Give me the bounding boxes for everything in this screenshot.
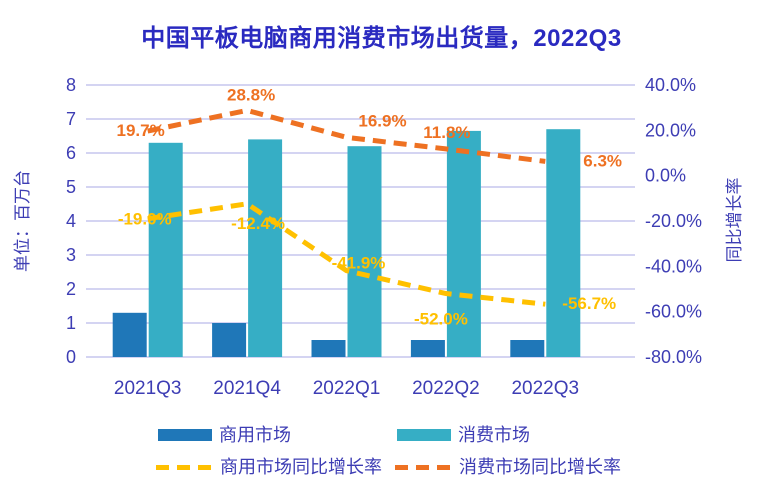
right-axis-tick-label: 20.0%	[645, 120, 696, 140]
left-axis-tick-label: 0	[66, 347, 76, 367]
legend-label-commercial-market: 商用市场	[219, 425, 291, 445]
x-axis-category-label: 2021Q3	[114, 378, 182, 399]
legend-label-consumer-market: 消费市场	[458, 425, 530, 445]
legend-label-consumer-growth: 消费市场同比增长率	[459, 457, 621, 477]
data-label-consumer-growth-2022Q1: 16.9%	[358, 111, 406, 130]
legend-item-consumer-market: 消费市场	[397, 425, 530, 445]
consumer-growth-dash-swatch-icon	[395, 464, 452, 470]
bar-consumer-2021Q3	[148, 142, 183, 357]
right-axis-tick-label: -40.0%	[645, 256, 702, 276]
data-label-consumer-growth-2022Q2: 11.8%	[423, 123, 470, 142]
right-axis-tick-label: 0.0%	[645, 166, 686, 186]
right-axis-title: 同比增长率	[725, 178, 744, 263]
bar-consumer-2022Q3	[546, 129, 581, 357]
data-label-commercial-growth-2022Q3: -56.7%	[562, 294, 616, 313]
right-axis-tick-label: -20.0%	[645, 211, 702, 231]
bar-consumer-2021Q4	[248, 139, 283, 357]
data-label-commercial-growth-2021Q4: -12.4%	[231, 214, 285, 233]
data-label-commercial-growth-2022Q1: -41.9%	[332, 254, 386, 273]
left-axis-tick-label: 2	[66, 279, 76, 299]
bar-commercial-2022Q2	[410, 340, 445, 357]
left-axis-title: 单位：百万台	[13, 170, 32, 272]
bar-commercial-2021Q3	[112, 312, 147, 357]
data-label-consumer-growth-2021Q4: 28.8%	[227, 85, 275, 104]
bar-consumer-2022Q2	[446, 130, 481, 357]
left-axis-tick-label: 5	[66, 177, 76, 197]
right-axis-tick-label: 40.0%	[645, 75, 696, 95]
bar-consumer-2022Q1	[347, 146, 382, 357]
right-axis-tick-label: -80.0%	[645, 347, 702, 367]
x-axis-category-label: 2022Q3	[511, 378, 579, 399]
left-axis-tick-label: 6	[66, 143, 76, 163]
bar-commercial-2021Q4	[212, 323, 247, 357]
right-axis-tick-label: -60.0%	[645, 302, 702, 322]
consumer-bar-swatch-icon	[397, 429, 451, 441]
legend-item-commercial-growth: 商用市场同比增长率	[156, 457, 382, 477]
combo-chart-plot-area: 0 1 2 3 4 5 6 7 8 40.0% 20.0% 0.0% -20.0% -40.0% -60.0…	[13, 75, 744, 399]
left-axis-tick-label: 1	[66, 313, 76, 333]
legend-label-commercial-growth: 商用市场同比增长率	[220, 457, 382, 477]
chart-title: 中国平板电脑商用消费市场出货量，2022Q3	[141, 25, 622, 52]
line-commercial-growth	[147, 201, 546, 307]
legend-item-commercial-market: 商用市场	[158, 425, 291, 445]
data-label-consumer-growth-2021Q3: 19.7%	[116, 121, 164, 140]
left-axis-tick-label: 3	[66, 245, 76, 265]
legend-item-consumer-growth: 消费市场同比增长率	[395, 457, 621, 477]
x-axis-category-label: 2022Q1	[313, 378, 381, 399]
line-consumer-growth	[147, 107, 546, 164]
data-label-consumer-growth-2022Q3: 6.3%	[583, 151, 622, 170]
left-axis-tick-label: 7	[66, 109, 76, 129]
left-axis-tick-label: 8	[66, 75, 76, 95]
left-axis-tick-label: 4	[66, 211, 76, 231]
data-label-commercial-growth-2022Q2: -52.0%	[414, 310, 468, 329]
data-label-commercial-growth-2021Q3: -19.0%	[118, 210, 172, 229]
x-axis-category-label: 2021Q4	[213, 378, 281, 399]
bar-commercial-2022Q3	[510, 340, 545, 357]
x-axis-category-label: 2022Q2	[412, 378, 480, 399]
commercial-bar-swatch-icon	[158, 429, 212, 441]
commercial-growth-dash-swatch-icon	[156, 464, 213, 470]
bar-commercial-2022Q1	[311, 340, 346, 357]
